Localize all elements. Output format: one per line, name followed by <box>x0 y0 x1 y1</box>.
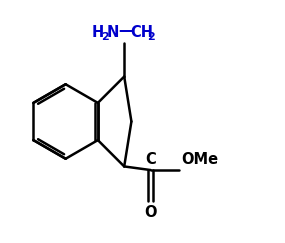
Text: O: O <box>144 205 157 220</box>
Text: 2: 2 <box>148 32 155 42</box>
Text: 2: 2 <box>101 32 109 42</box>
Text: H: H <box>92 25 104 40</box>
Text: C: C <box>145 152 156 167</box>
Text: —: — <box>119 23 133 38</box>
Text: N: N <box>107 25 119 40</box>
Text: CH: CH <box>131 25 154 40</box>
Text: OMe: OMe <box>181 152 219 167</box>
